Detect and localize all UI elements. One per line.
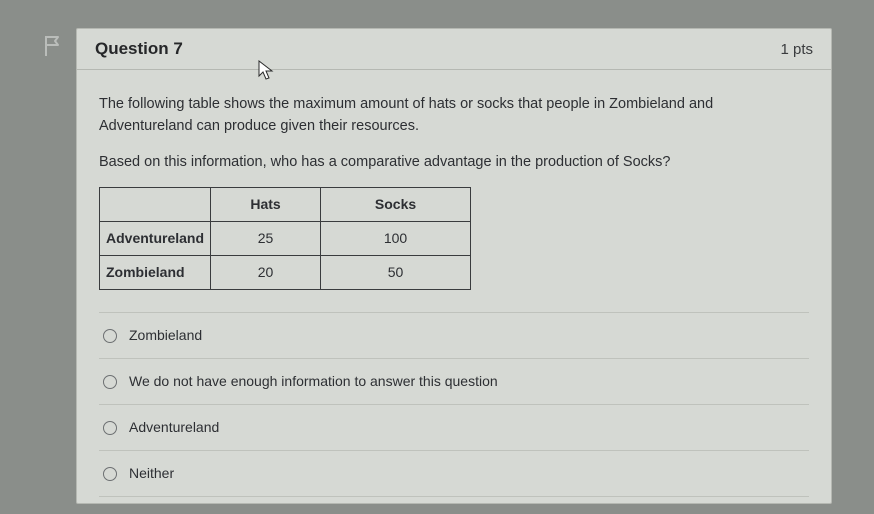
cell-socks: 50 [321,256,471,290]
table-corner [100,188,211,222]
answer-option[interactable]: Adventureland [99,404,809,450]
question-container: Question 7 1 pts The following table sho… [42,28,832,504]
answer-options: Zombieland We do not have enough informa… [99,312,809,497]
question-prompt: The following table shows the maximum am… [99,94,809,173]
row-label: Adventureland [100,222,211,256]
question-card: Question 7 1 pts The following table sho… [76,28,832,504]
data-table: Hats Socks Adventureland 25 100 Zombiela… [99,187,471,290]
option-label: Zombieland [129,325,202,346]
answer-option[interactable]: Neither [99,450,809,497]
flag-icon[interactable] [42,34,62,58]
col-header-socks: Socks [321,188,471,222]
radio-icon [103,421,117,435]
table-row: Zombieland 20 50 [100,256,471,290]
option-label: We do not have enough information to ans… [129,371,498,392]
option-label: Adventureland [129,417,219,438]
answer-option[interactable]: Zombieland [99,312,809,358]
option-label: Neither [129,463,174,484]
cell-hats: 25 [211,222,321,256]
question-points: 1 pts [780,41,813,58]
row-label: Zombieland [100,256,211,290]
question-title: Question 7 [95,39,183,59]
cell-hats: 20 [211,256,321,290]
question-body: The following table shows the maximum am… [77,70,831,503]
prompt-line-1: The following table shows the maximum am… [99,94,809,138]
radio-icon [103,329,117,343]
question-header: Question 7 1 pts [77,29,831,70]
cell-socks: 100 [321,222,471,256]
answer-option[interactable]: We do not have enough information to ans… [99,358,809,404]
table-row: Adventureland 25 100 [100,222,471,256]
radio-icon [103,375,117,389]
table-header-row: Hats Socks [100,188,471,222]
prompt-line-2: Based on this information, who has a com… [99,152,809,174]
radio-icon [103,467,117,481]
col-header-hats: Hats [211,188,321,222]
